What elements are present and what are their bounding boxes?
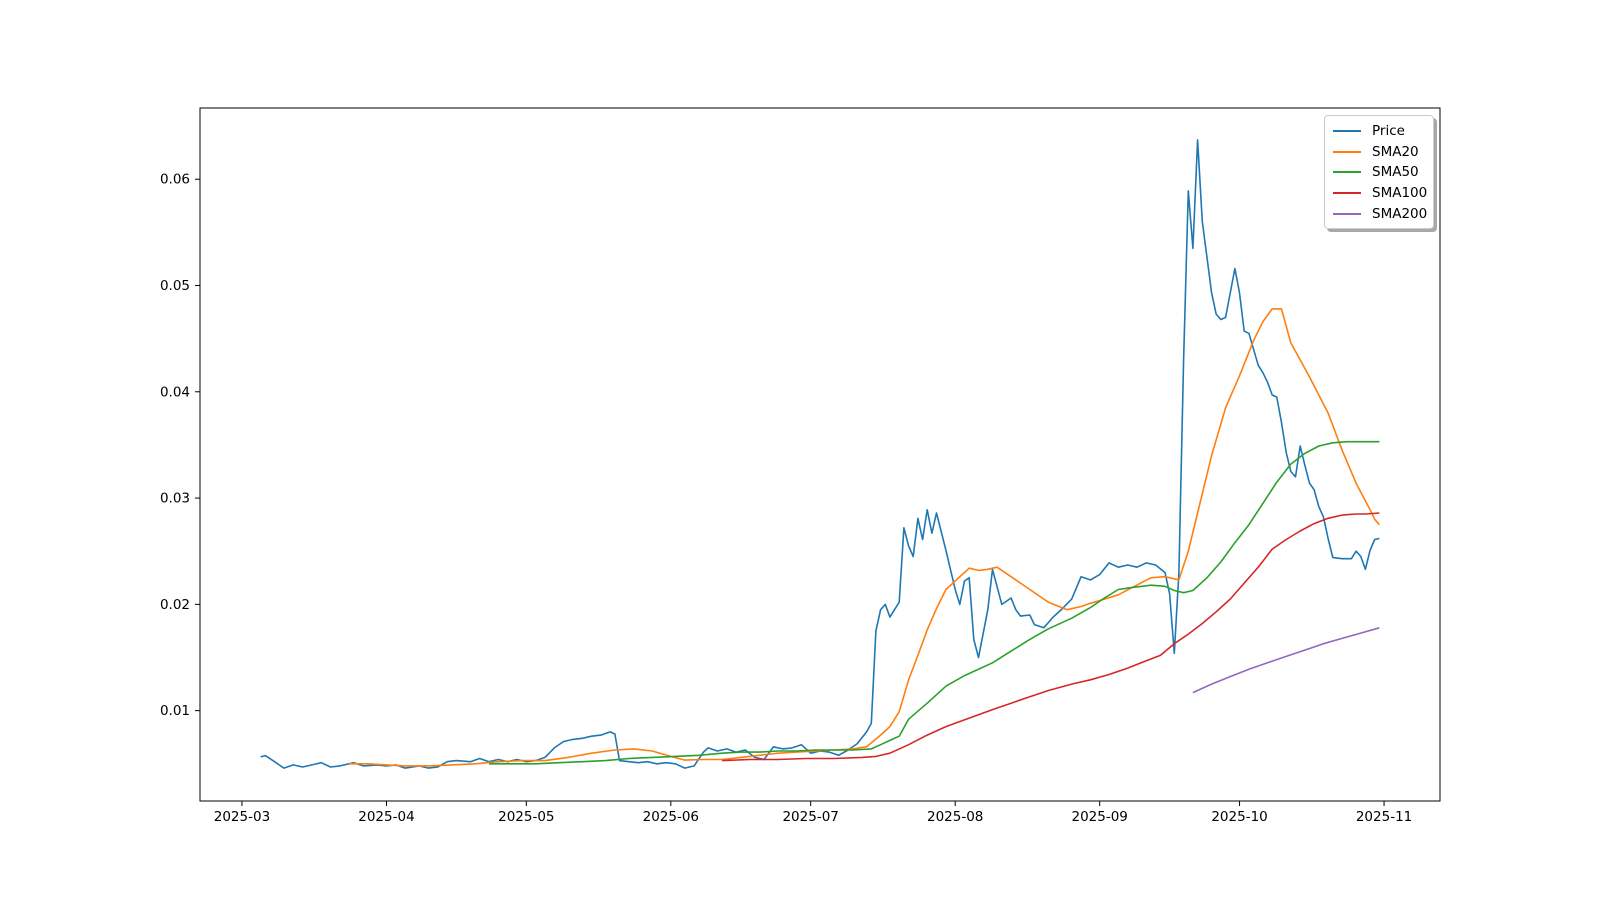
y-tick-label: 0.01 <box>160 703 190 719</box>
x-tick-label: 2025-04 <box>358 809 414 825</box>
legend-line-sample-sma100 <box>1333 192 1361 195</box>
legend-item-sma20: SMA20 <box>1333 142 1427 163</box>
legend-line-sample-price <box>1333 130 1361 133</box>
y-tick-label: 0.05 <box>160 278 190 294</box>
legend-label: Price <box>1372 123 1405 140</box>
x-tick-label: 2025-08 <box>927 809 983 825</box>
series-line-sma200 <box>1192 627 1380 694</box>
series-line-sma20 <box>349 308 1381 767</box>
legend-item-sma200: SMA200 <box>1333 203 1427 224</box>
axes-frame <box>199 107 1441 802</box>
x-tick-label: 2025-11 <box>1356 809 1412 825</box>
x-tick-label: 2025-03 <box>214 809 270 825</box>
x-tick-label: 2025-05 <box>498 809 554 825</box>
legend-line-sample-sma20 <box>1333 150 1361 153</box>
series-line-sma50 <box>489 440 1380 765</box>
y-tick-label: 0.06 <box>160 172 190 188</box>
legend-label: SMA100 <box>1372 185 1428 202</box>
legend-label: SMA50 <box>1372 164 1419 181</box>
legend-item-price: Price <box>1333 121 1427 142</box>
y-tick-label: 0.03 <box>160 491 190 507</box>
legend-item-sma100: SMA100 <box>1333 183 1427 204</box>
y-tick-label: 0.02 <box>160 597 190 613</box>
legend-label: SMA200 <box>1372 205 1428 222</box>
legend-line-sample-sma200 <box>1333 212 1361 215</box>
x-tick-label: 2025-07 <box>782 809 838 825</box>
legend: Price SMA20 SMA50 SMA100 SMA200 <box>1324 115 1434 229</box>
x-tick-label: 2025-09 <box>1071 809 1127 825</box>
y-tick-label: 0.04 <box>160 384 190 400</box>
x-tick-label: 2025-10 <box>1211 809 1267 825</box>
legend-item-sma50: SMA50 <box>1333 162 1427 183</box>
x-tick-label: 2025-06 <box>643 809 699 825</box>
legend-label: SMA20 <box>1372 143 1419 160</box>
legend-line-sample-sma50 <box>1333 171 1361 174</box>
series-line-sma100 <box>722 512 1380 762</box>
